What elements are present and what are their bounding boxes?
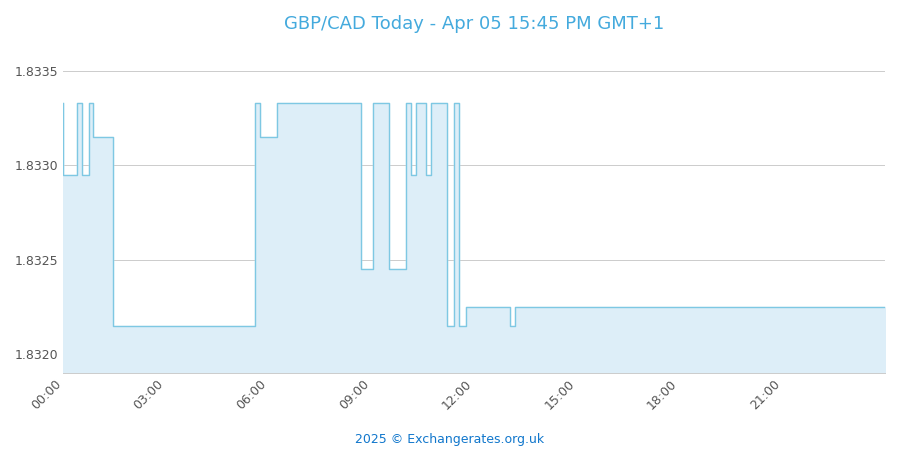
Text: 2025 © Exchangerates.org.uk: 2025 © Exchangerates.org.uk — [356, 432, 544, 446]
Title: GBP/CAD Today - Apr 05 15:45 PM GMT+1: GBP/CAD Today - Apr 05 15:45 PM GMT+1 — [284, 15, 664, 33]
